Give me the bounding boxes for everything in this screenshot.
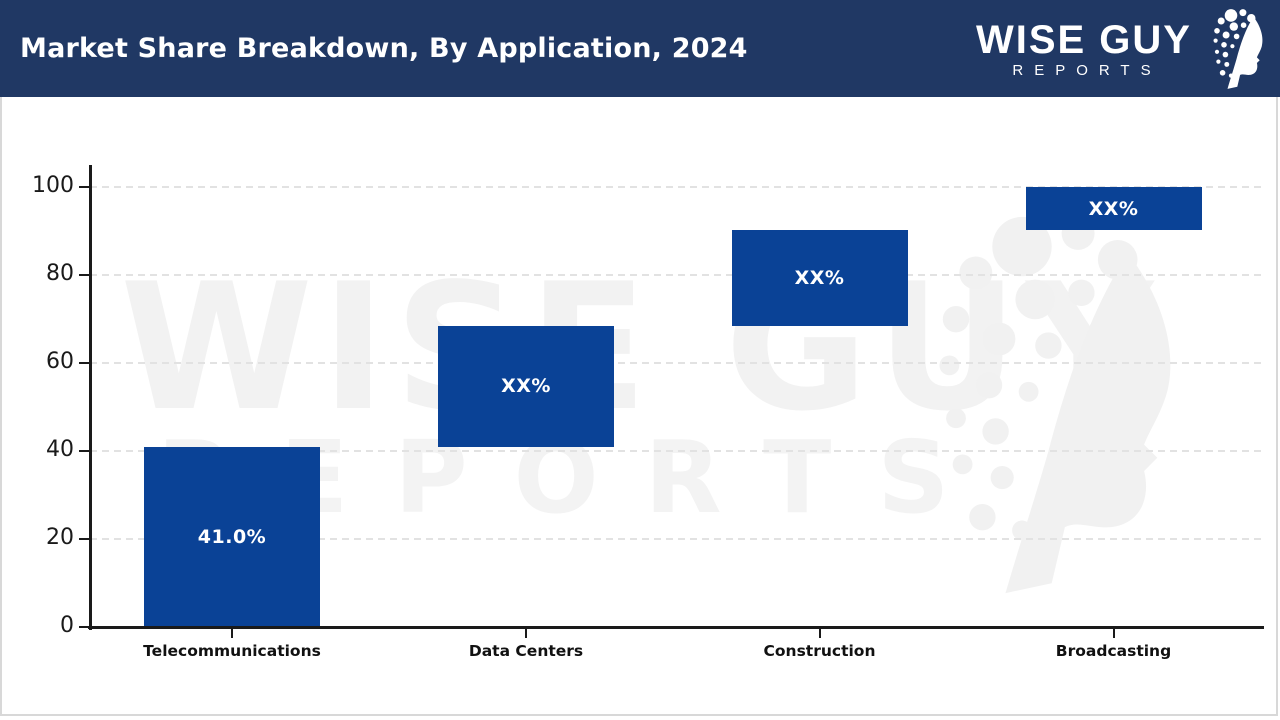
x-axis-category-label: Data Centers xyxy=(468,642,584,660)
chart-canvas: WISE GUY REPORTS 0 20 40 60 80 100 41.0% Teleco… xyxy=(0,97,1278,716)
y-axis-tick xyxy=(79,362,89,364)
bar-value-label: XX% xyxy=(501,375,551,398)
logo-text: WISE GUY REPORTS xyxy=(976,19,1192,79)
y-axis-tick-label: 40 xyxy=(46,437,74,462)
bar-construction: XX% xyxy=(731,230,908,327)
y-axis-tick xyxy=(79,450,89,452)
header-bar: Market Share Breakdown, By Application, … xyxy=(0,0,1280,97)
bar-telecommunications: 41.0% xyxy=(144,446,320,627)
brand-logo: WISE GUY REPORTS xyxy=(976,6,1266,92)
plot-area: 0 20 40 60 80 100 41.0% Telecommunications XX% Da… xyxy=(2,97,1276,714)
x-axis-tick xyxy=(1112,629,1115,638)
y-axis-tick xyxy=(79,538,89,540)
y-axis-tick-label: 80 xyxy=(46,261,74,286)
x-axis-tick xyxy=(231,629,233,638)
y-axis-tick-label: 0 xyxy=(60,613,74,638)
logo-wordmark: WISE GUY xyxy=(975,18,1192,62)
y-axis-tick-label: 20 xyxy=(46,525,74,550)
dotted-face-icon xyxy=(1196,7,1266,91)
bar-broadcasting: XX% xyxy=(1025,187,1202,231)
gridline xyxy=(90,362,1264,364)
bar-value-label: 41.0% xyxy=(197,525,267,548)
y-axis-tick xyxy=(79,274,89,276)
x-axis-category-label: Telecommunications xyxy=(143,642,321,660)
gridline xyxy=(90,274,1264,276)
gridline xyxy=(90,186,1264,188)
page-title: Market Share Breakdown, By Application, … xyxy=(20,33,748,64)
logo-subtext: REPORTS xyxy=(1012,62,1162,79)
y-axis-tick-label: 100 xyxy=(32,173,74,198)
x-axis-tick xyxy=(525,629,527,638)
gridline xyxy=(90,450,1264,452)
bar-value-label: XX% xyxy=(794,267,845,290)
bar-data-centers: XX% xyxy=(438,326,614,447)
y-axis-tick xyxy=(79,186,89,188)
y-axis-tick xyxy=(79,626,89,628)
x-axis-category-label: Broadcasting xyxy=(1055,642,1172,660)
gridline xyxy=(90,538,1264,540)
x-axis-line xyxy=(88,626,1264,629)
x-axis-category-label: Construction xyxy=(763,642,876,660)
x-axis-tick xyxy=(818,629,821,638)
bar-value-label: XX% xyxy=(1088,197,1139,220)
y-axis-tick-label: 60 xyxy=(46,349,74,374)
y-axis-line xyxy=(89,165,92,630)
